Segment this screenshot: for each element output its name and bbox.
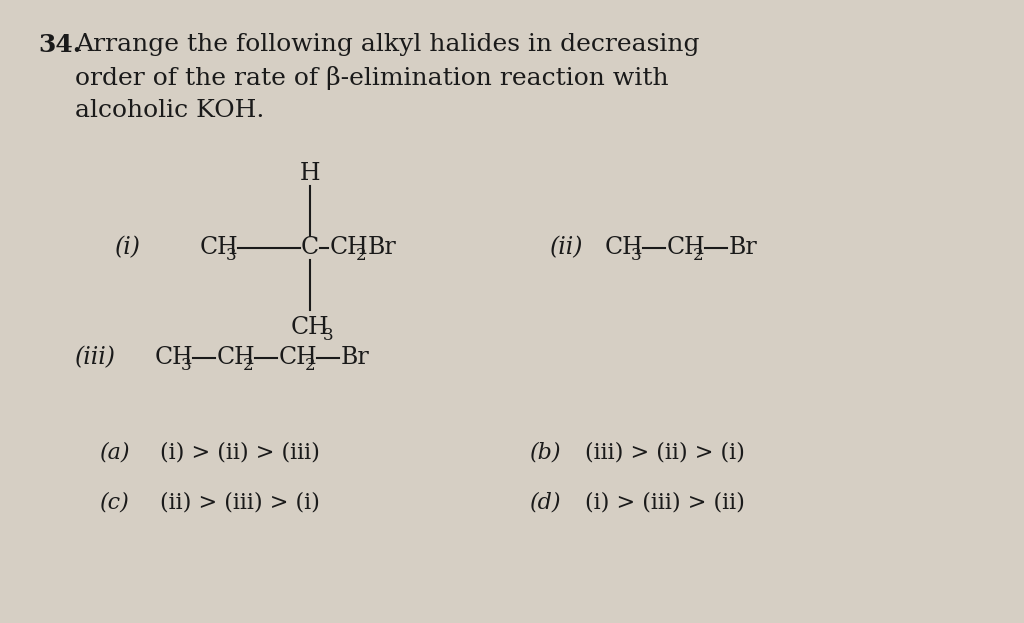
Text: 3: 3 xyxy=(323,326,334,343)
Text: Arrange the following alkyl halides in decreasing: Arrange the following alkyl halides in d… xyxy=(75,33,699,56)
Text: (i): (i) xyxy=(115,237,141,260)
Text: 2: 2 xyxy=(693,247,703,264)
Text: (iii): (iii) xyxy=(75,346,116,369)
Text: (b): (b) xyxy=(530,442,561,464)
Text: (i) > (ii) > (iii): (i) > (ii) > (iii) xyxy=(160,442,319,464)
Text: (ii) > (iii) > (i): (ii) > (iii) > (i) xyxy=(160,492,319,514)
Text: (a): (a) xyxy=(100,442,130,464)
Text: alcoholic KOH.: alcoholic KOH. xyxy=(75,99,264,122)
Text: (iii) > (ii) > (i): (iii) > (ii) > (i) xyxy=(585,442,744,464)
Text: 34.: 34. xyxy=(38,33,81,57)
Text: CH: CH xyxy=(217,346,256,369)
Text: (i) > (iii) > (ii): (i) > (iii) > (ii) xyxy=(585,492,744,514)
Text: C: C xyxy=(301,237,319,260)
Text: order of the rate of β-elimination reaction with: order of the rate of β-elimination react… xyxy=(75,66,669,90)
Text: 2: 2 xyxy=(305,356,315,374)
Text: 3: 3 xyxy=(226,247,237,264)
Text: H: H xyxy=(300,161,321,184)
Text: CH: CH xyxy=(667,237,706,260)
Text: (ii): (ii) xyxy=(550,237,584,260)
Text: 3: 3 xyxy=(181,356,191,374)
Text: 2: 2 xyxy=(356,247,367,264)
Text: 3: 3 xyxy=(631,247,642,264)
Text: (c): (c) xyxy=(100,492,130,514)
Text: Br: Br xyxy=(729,237,758,260)
Text: CH: CH xyxy=(291,316,330,340)
Text: Br: Br xyxy=(341,346,370,369)
Text: CH: CH xyxy=(605,237,644,260)
Text: CH: CH xyxy=(330,237,369,260)
Text: CH: CH xyxy=(155,346,194,369)
Text: CH: CH xyxy=(200,237,239,260)
Text: 2: 2 xyxy=(243,356,254,374)
Text: CH: CH xyxy=(279,346,317,369)
Text: (d): (d) xyxy=(530,492,561,514)
Text: Br: Br xyxy=(368,237,396,260)
